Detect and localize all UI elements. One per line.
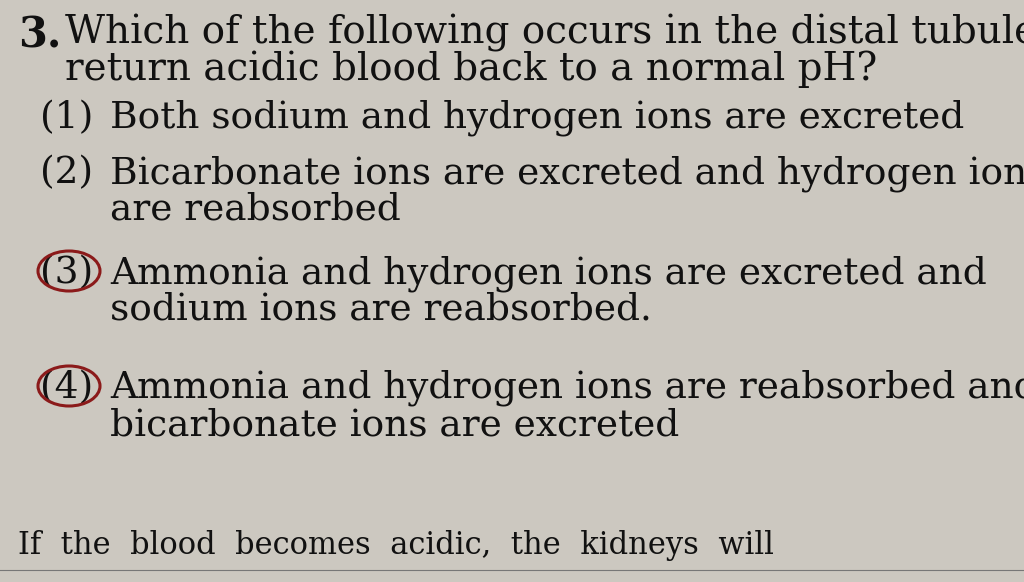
- Text: Ammonia and hydrogen ions are reabsorbed and: Ammonia and hydrogen ions are reabsorbed…: [110, 370, 1024, 406]
- Text: Both sodium and hydrogen ions are excreted: Both sodium and hydrogen ions are excret…: [110, 100, 965, 137]
- Text: Bicarbonate ions are excreted and hydrogen ions: Bicarbonate ions are excreted and hydrog…: [110, 155, 1024, 191]
- Text: (2): (2): [40, 155, 93, 191]
- Text: are reabsorbed: are reabsorbed: [110, 192, 400, 228]
- Text: return acidic blood back to a normal pH?: return acidic blood back to a normal pH?: [65, 50, 878, 87]
- Text: bicarbonate ions are excreted: bicarbonate ions are excreted: [110, 407, 679, 443]
- Text: (4): (4): [40, 370, 93, 406]
- Text: (1): (1): [40, 100, 93, 136]
- Text: 3.: 3.: [18, 14, 61, 56]
- Text: Which of the following occurs in the distal tubule to: Which of the following occurs in the dis…: [65, 14, 1024, 52]
- Text: (3): (3): [40, 255, 93, 291]
- Text: If  the  blood  becomes  acidic,  the  kidneys  will: If the blood becomes acidic, the kidneys…: [18, 530, 774, 561]
- Text: Ammonia and hydrogen ions are excreted and: Ammonia and hydrogen ions are excreted a…: [110, 255, 987, 292]
- Text: sodium ions are reabsorbed.: sodium ions are reabsorbed.: [110, 292, 652, 328]
